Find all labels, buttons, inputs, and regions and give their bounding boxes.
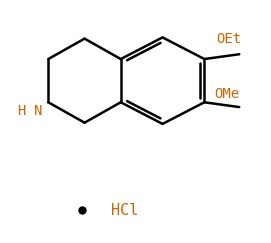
Text: H: H <box>17 104 25 118</box>
Text: N: N <box>34 104 42 118</box>
Text: OMe: OMe <box>215 87 240 101</box>
Text: HCl: HCl <box>111 203 139 218</box>
Text: OEt: OEt <box>216 32 241 46</box>
